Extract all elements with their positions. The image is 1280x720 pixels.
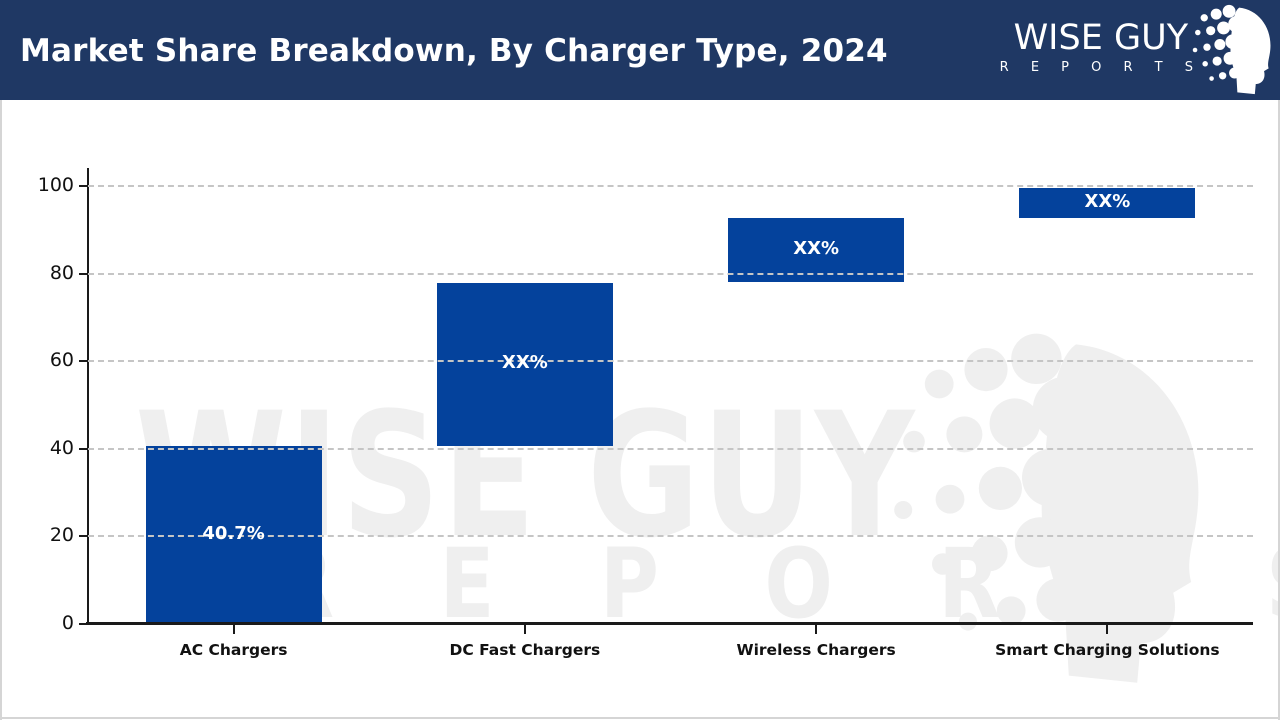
y-gridline xyxy=(88,447,1253,450)
y-tick-mark xyxy=(79,185,87,188)
bar-segment xyxy=(145,445,322,624)
brand-logo: WISE GUY R E P O R T S xyxy=(1000,0,1271,100)
y-gridline xyxy=(88,272,1253,275)
frame-edge-right xyxy=(1278,100,1280,720)
brand-logo-text: WISE GUY R E P O R T S xyxy=(1000,18,1202,75)
y-tick-mark xyxy=(79,447,87,450)
frame-edge-left xyxy=(0,100,2,720)
page-title: Market Share Breakdown, By Charger Type,… xyxy=(20,33,888,69)
y-tick-label: 20 xyxy=(49,524,74,547)
y-gridline xyxy=(88,360,1253,363)
x-category-label: Smart Charging Solutions xyxy=(995,641,1220,659)
y-tick-label: 80 xyxy=(49,261,74,284)
x-tick-mark xyxy=(523,625,526,634)
y-tick-label: 60 xyxy=(49,349,74,372)
bar-value-label: XX% xyxy=(501,352,548,374)
header-banner: Market Share Breakdown, By Charger Type,… xyxy=(0,0,1280,100)
x-tick-mark xyxy=(232,625,235,634)
bar-segment xyxy=(728,218,905,282)
x-tick-mark xyxy=(1106,625,1109,634)
bar-value-label: XX% xyxy=(1084,190,1131,212)
bar-segment xyxy=(1019,187,1196,219)
y-gridline xyxy=(88,185,1253,188)
brand-face-icon xyxy=(1192,4,1271,95)
y-gridline xyxy=(88,535,1253,538)
y-tick-mark xyxy=(79,535,87,538)
bar-value-label: XX% xyxy=(793,237,840,259)
chart-plot-area: WISE GUY R E P O R T S 0 20 40 60 80 100 40.7%… xyxy=(0,100,1280,720)
y-tick-label: 0 xyxy=(61,612,74,634)
frame-edge-bottom xyxy=(0,717,1280,719)
brand-name: WISE GUY xyxy=(1013,18,1189,58)
y-axis-spine xyxy=(87,168,89,624)
watermark-face-icon xyxy=(894,333,1199,683)
x-axis-spine xyxy=(86,622,1253,625)
x-category-label: Wireless Chargers xyxy=(736,641,896,659)
bar-segment xyxy=(436,282,613,446)
x-tick-mark xyxy=(815,625,818,634)
x-category-label: AC Chargers xyxy=(179,641,288,659)
y-tick-mark xyxy=(79,272,87,275)
brand-subname: R E P O R T S xyxy=(999,60,1202,75)
y-tick-label: 100 xyxy=(37,174,74,197)
y-tick-mark xyxy=(79,623,87,625)
bar-value-label: 40.7% xyxy=(202,522,265,544)
y-tick-label: 40 xyxy=(49,436,74,459)
y-tick-mark xyxy=(79,360,87,363)
x-category-label: DC Fast Chargers xyxy=(449,641,601,659)
